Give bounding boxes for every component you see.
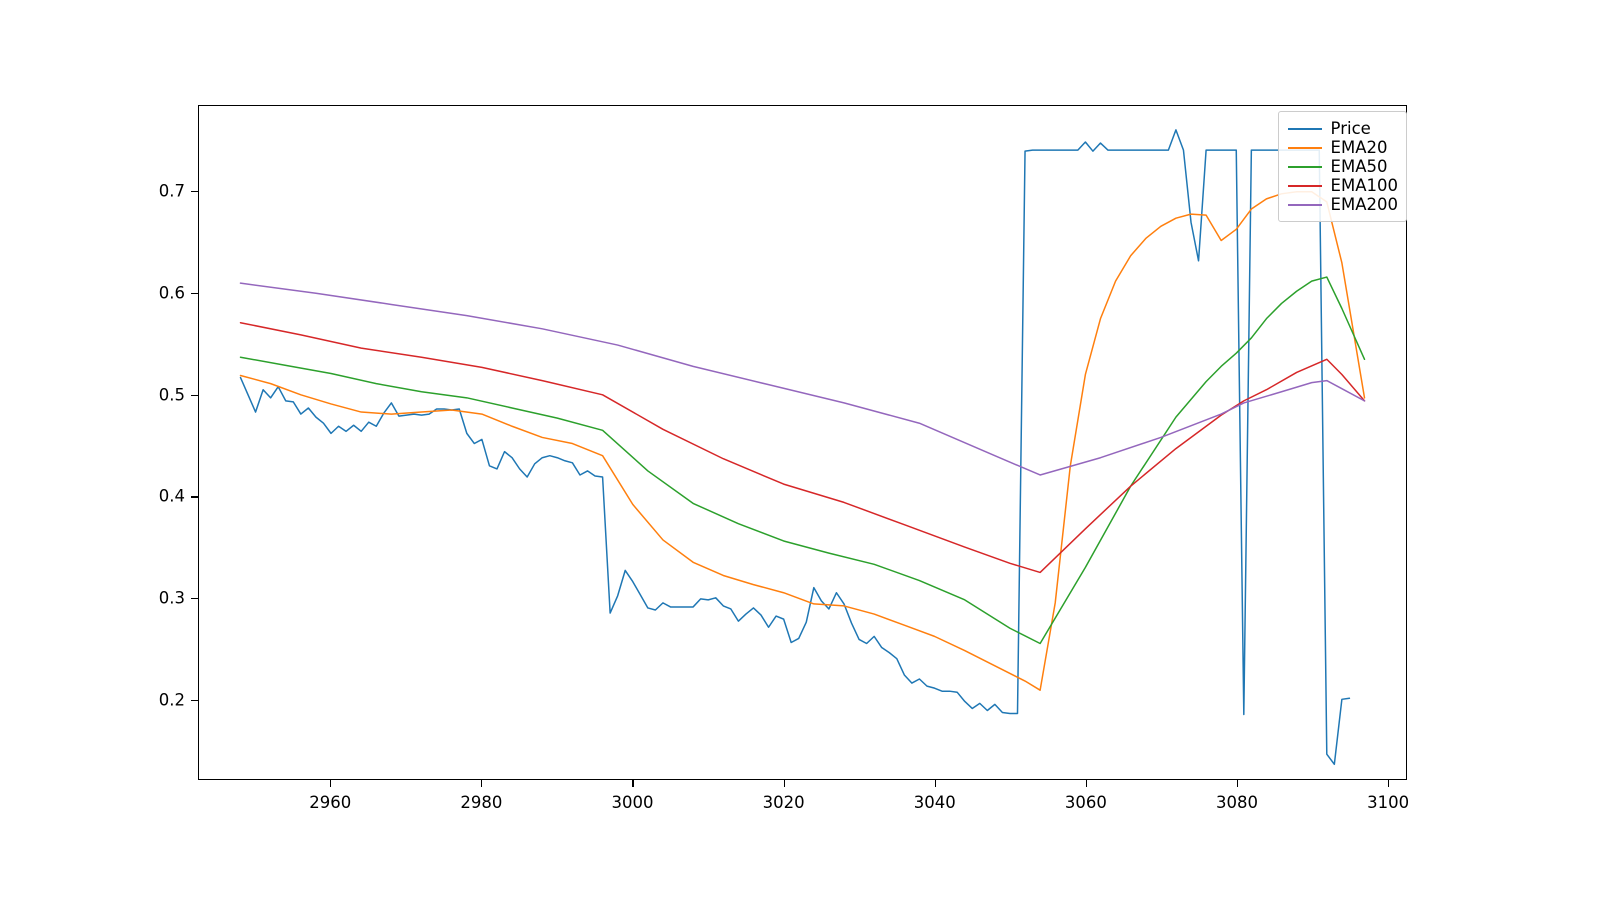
x-tick-label: 3040 — [913, 793, 956, 812]
y-tick-label: 0.3 — [158, 588, 185, 608]
y-tick-mark — [191, 700, 198, 702]
x-tick-label: 3080 — [1215, 793, 1258, 812]
legend-item-ema100[interactable]: EMA100 — [1287, 176, 1398, 195]
x-tick-label: 2980 — [460, 793, 503, 812]
legend-color-swatch — [1287, 184, 1322, 187]
legend-color-swatch — [1287, 165, 1322, 168]
y-tick-label: 0.2 — [158, 690, 185, 710]
x-tick-mark — [1085, 780, 1087, 787]
plot-area — [198, 105, 1407, 780]
series-line-ema200 — [239, 282, 1366, 476]
x-tick-mark — [330, 780, 332, 787]
y-tick-label: 0.4 — [158, 486, 185, 506]
legend-color-swatch — [1287, 203, 1322, 206]
legend-color-swatch — [1287, 146, 1322, 149]
y-tick-label: 0.7 — [158, 181, 185, 201]
legend-item-ema200[interactable]: EMA200 — [1287, 195, 1398, 214]
y-tick-label: 0.6 — [158, 283, 185, 303]
chart-legend: Price EMA20 EMA50 EMA100 EMA200 — [1277, 111, 1407, 222]
series-line-ema20 — [239, 191, 1366, 691]
series-line-price — [239, 129, 1351, 766]
y-tick-mark — [191, 496, 198, 498]
x-tick-mark — [481, 780, 483, 787]
x-tick-label: 3020 — [762, 793, 805, 812]
x-tick-mark — [934, 780, 936, 787]
legend-label: EMA50 — [1330, 157, 1388, 176]
y-tick-mark — [191, 598, 198, 600]
legend-label: Price — [1330, 119, 1371, 138]
legend-color-swatch — [1287, 127, 1322, 130]
legend-item-ema50[interactable]: EMA50 — [1287, 157, 1398, 176]
x-tick-label: 2960 — [309, 793, 352, 812]
y-tick-mark — [191, 191, 198, 193]
legend-item-price[interactable]: Price — [1287, 119, 1398, 138]
legend-label: EMA100 — [1330, 176, 1398, 195]
y-tick-mark — [191, 394, 198, 396]
legend-item-ema20[interactable]: EMA20 — [1287, 138, 1398, 157]
x-tick-mark — [1388, 780, 1390, 787]
x-tick-label: 3060 — [1064, 793, 1107, 812]
x-tick-mark — [783, 780, 785, 787]
series-line-ema100 — [239, 321, 1366, 574]
x-tick-label: 3000 — [611, 793, 654, 812]
series-line-ema50 — [239, 276, 1366, 645]
legend-label: EMA200 — [1330, 195, 1398, 214]
x-tick-mark — [1236, 780, 1239, 787]
y-tick-label: 0.5 — [158, 385, 185, 405]
x-tick-mark — [632, 780, 634, 787]
plot-lines — [239, 129, 1366, 766]
x-tick-label: 3100 — [1367, 793, 1410, 812]
y-tick-mark — [191, 292, 198, 294]
legend-label: EMA20 — [1330, 138, 1388, 157]
